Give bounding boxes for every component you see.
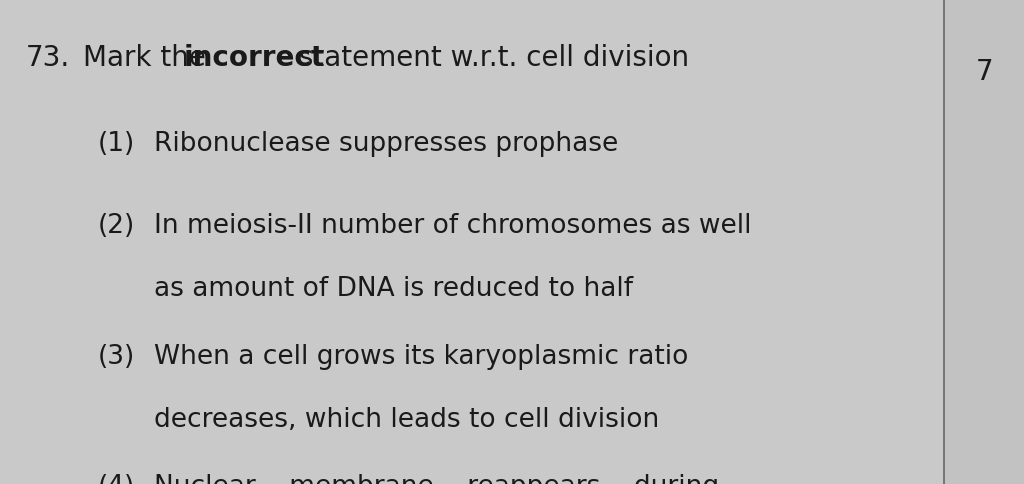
Text: as amount of DNA is reduced to half: as amount of DNA is reduced to half <box>154 276 633 302</box>
Text: 73.: 73. <box>26 44 70 72</box>
Text: statement w.r.t. cell division: statement w.r.t. cell division <box>290 44 689 72</box>
Text: (4): (4) <box>97 474 134 484</box>
Text: Mark the: Mark the <box>83 44 215 72</box>
Text: (2): (2) <box>97 213 134 239</box>
Text: incorrect: incorrect <box>183 44 325 72</box>
Text: (1): (1) <box>97 131 134 157</box>
Bar <box>944 0 1024 484</box>
Text: When a cell grows its karyoplasmic ratio: When a cell grows its karyoplasmic ratio <box>154 344 688 370</box>
Text: In meiosis-II number of chromosomes as well: In meiosis-II number of chromosomes as w… <box>154 213 751 239</box>
Text: Ribonuclease suppresses prophase: Ribonuclease suppresses prophase <box>154 131 617 157</box>
Text: decreases, which leads to cell division: decreases, which leads to cell division <box>154 407 658 433</box>
Text: (3): (3) <box>97 344 134 370</box>
Text: 7: 7 <box>975 58 993 86</box>
Text: Nuclear    membrane    reappears    during: Nuclear membrane reappears during <box>154 474 719 484</box>
